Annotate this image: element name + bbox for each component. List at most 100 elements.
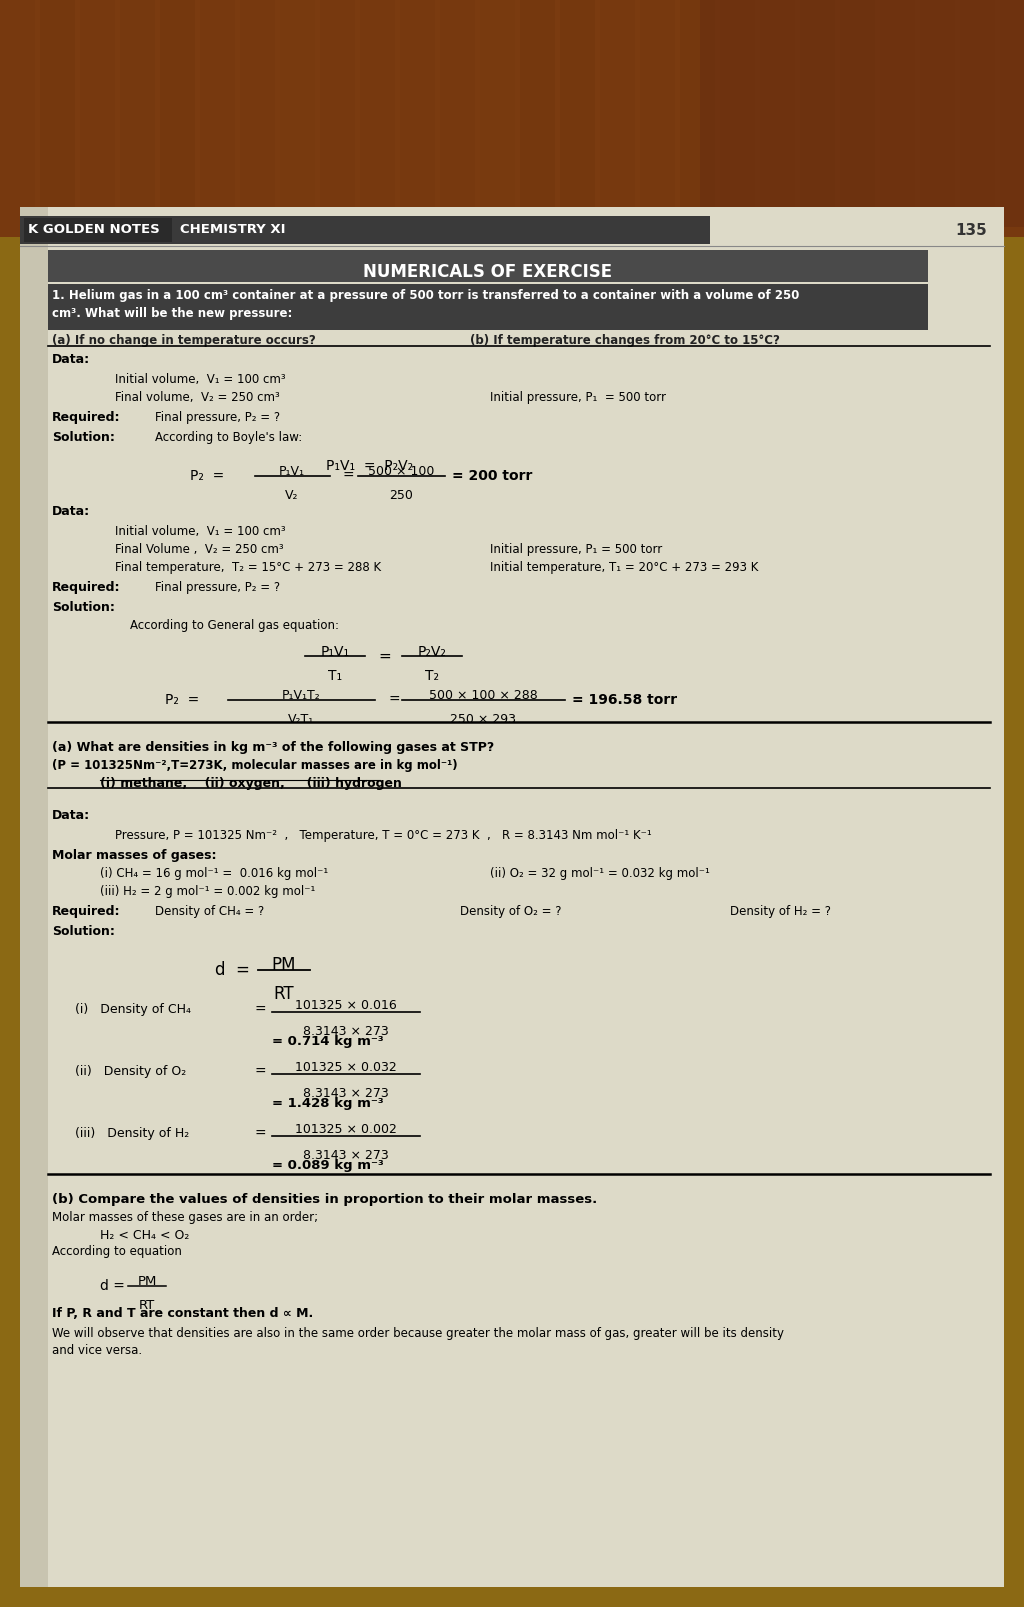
Text: Initial volume,  V₁ = 100 cm³: Initial volume, V₁ = 100 cm³	[115, 524, 286, 538]
Text: d  =: d =	[215, 961, 250, 979]
Text: Initial temperature, T₁ = 20°C + 273 = 293 K: Initial temperature, T₁ = 20°C + 273 = 2…	[490, 561, 759, 574]
Bar	[800, 0, 835, 238]
Text: (P = 101325Nm⁻²,T=273K, molecular masses are in kg mol⁻¹): (P = 101325Nm⁻²,T=273K, molecular masses…	[52, 759, 458, 771]
Text: 250 × 293: 250 × 293	[450, 712, 516, 725]
Text: =: =	[255, 1064, 266, 1078]
Text: P₂  =: P₂ =	[190, 469, 224, 482]
Bar	[48, 251, 928, 283]
Bar	[360, 0, 395, 238]
Bar	[600, 0, 635, 238]
Bar	[20, 217, 710, 244]
Text: = 0.089 kg m⁻³: = 0.089 kg m⁻³	[272, 1159, 384, 1172]
Text: 500 × 100: 500 × 100	[368, 464, 434, 477]
Bar	[20, 207, 48, 1588]
Text: Final volume,  V₂ = 250 cm³: Final volume, V₂ = 250 cm³	[115, 391, 280, 403]
Bar	[680, 0, 715, 238]
Bar	[48, 284, 928, 331]
Bar	[560, 0, 595, 238]
Text: Final pressure, P₂ = ?: Final pressure, P₂ = ?	[155, 411, 281, 424]
Text: P₁V₁: P₁V₁	[321, 644, 349, 659]
Text: Initial volume,  V₁ = 100 cm³: Initial volume, V₁ = 100 cm³	[115, 373, 286, 386]
Bar	[200, 0, 234, 238]
Bar	[24, 219, 172, 243]
Bar	[40, 0, 75, 238]
Text: RT: RT	[273, 985, 294, 1003]
Text: = 1.428 kg m⁻³: = 1.428 kg m⁻³	[272, 1096, 384, 1109]
Text: and vice versa.: and vice versa.	[52, 1343, 142, 1356]
Text: 8.3143 × 273: 8.3143 × 273	[303, 1086, 389, 1099]
Bar	[440, 0, 475, 238]
Text: (iii) H₂ = 2 g mol⁻¹ = 0.002 kg mol⁻¹: (iii) H₂ = 2 g mol⁻¹ = 0.002 kg mol⁻¹	[100, 884, 315, 897]
Text: P₁V₁T₂: P₁V₁T₂	[282, 688, 321, 702]
Text: Required:: Required:	[52, 411, 121, 424]
Text: P₂  =: P₂ =	[165, 693, 200, 707]
Text: 8.3143 × 273: 8.3143 × 273	[303, 1149, 389, 1162]
Text: PM: PM	[271, 956, 296, 974]
Text: V₂: V₂	[286, 489, 299, 501]
Text: 101325 × 0.016: 101325 × 0.016	[295, 998, 397, 1011]
Bar	[1000, 0, 1024, 238]
Bar	[0, 0, 1024, 238]
Text: According to equation: According to equation	[52, 1244, 182, 1257]
Bar	[120, 0, 155, 238]
Text: P₁V₁: P₁V₁	[279, 464, 305, 477]
Text: (b) If temperature changes from 20°C to 15°C?: (b) If temperature changes from 20°C to …	[470, 334, 780, 347]
Text: Data:: Data:	[52, 354, 90, 366]
Bar	[880, 0, 915, 238]
Text: Molar masses of these gases are in an order;: Molar masses of these gases are in an or…	[52, 1210, 318, 1223]
Text: Density of O₂ = ?: Density of O₂ = ?	[460, 905, 561, 918]
Text: = 200 torr: = 200 torr	[452, 469, 532, 482]
Bar	[720, 0, 755, 238]
Text: 101325 × 0.002: 101325 × 0.002	[295, 1122, 397, 1135]
Text: = 196.58 torr: = 196.58 torr	[572, 693, 677, 707]
Text: 500 × 100 × 288: 500 × 100 × 288	[429, 688, 538, 702]
Text: V₂T₁: V₂T₁	[288, 712, 314, 725]
Text: K GOLDEN NOTES: K GOLDEN NOTES	[28, 223, 160, 236]
Text: T₁: T₁	[328, 669, 342, 683]
Text: NUMERICALS OF EXERCISE: NUMERICALS OF EXERCISE	[364, 264, 612, 281]
Bar	[319, 0, 355, 238]
Text: RT: RT	[139, 1298, 155, 1311]
Bar	[520, 0, 555, 238]
Text: T₂: T₂	[425, 669, 439, 683]
Text: (i) methane,    (ii) oxygen,     (iii) hydrogen: (i) methane, (ii) oxygen, (iii) hydrogen	[100, 776, 401, 789]
Text: d =: d =	[100, 1278, 125, 1292]
Bar	[80, 0, 115, 238]
Text: 135: 135	[955, 223, 987, 238]
Bar	[160, 0, 195, 238]
Text: PM: PM	[137, 1274, 157, 1287]
Bar	[640, 0, 675, 238]
Text: (b) Compare the values of densities in proportion to their molar masses.: (b) Compare the values of densities in p…	[52, 1192, 597, 1205]
Text: =: =	[342, 469, 353, 482]
Bar	[920, 0, 955, 238]
Text: Density of CH₄ = ?: Density of CH₄ = ?	[155, 905, 264, 918]
Text: If P, R and T are constant then d ∝ M.: If P, R and T are constant then d ∝ M.	[52, 1306, 313, 1319]
Text: =: =	[388, 693, 399, 707]
Bar	[0, 0, 35, 238]
Text: Solution:: Solution:	[52, 601, 115, 614]
Text: Solution:: Solution:	[52, 431, 115, 444]
Text: Density of H₂ = ?: Density of H₂ = ?	[730, 905, 831, 918]
Text: =: =	[255, 1003, 266, 1016]
Text: = 0.714 kg m⁻³: = 0.714 kg m⁻³	[272, 1035, 384, 1048]
Text: According to Boyle's law:: According to Boyle's law:	[155, 431, 302, 444]
Bar	[280, 0, 315, 238]
Text: We will observe that densities are also in the same order because greater the mo: We will observe that densities are also …	[52, 1326, 784, 1339]
Bar	[961, 0, 995, 238]
Text: (i)   Density of CH₄: (i) Density of CH₄	[75, 1003, 191, 1016]
Text: 101325 × 0.032: 101325 × 0.032	[295, 1061, 397, 1073]
Text: (i) CH₄ = 16 g mol⁻¹ =  0.016 kg mol⁻¹: (i) CH₄ = 16 g mol⁻¹ = 0.016 kg mol⁻¹	[100, 866, 329, 879]
Text: 8.3143 × 273: 8.3143 × 273	[303, 1024, 389, 1038]
Text: Required:: Required:	[52, 905, 121, 918]
Text: P₁V₁  =  P₂V₂: P₁V₁ = P₂V₂	[327, 458, 414, 472]
Bar	[240, 0, 275, 238]
Bar	[700, 0, 1024, 228]
Text: 250: 250	[389, 489, 413, 501]
Bar	[480, 0, 515, 238]
Bar	[400, 0, 435, 238]
Text: Pressure, P = 101325 Nm⁻²  ,   Temperature, T = 0°C = 273 K  ,   R = 8.3143 Nm m: Pressure, P = 101325 Nm⁻² , Temperature,…	[115, 829, 651, 842]
Text: =: =	[255, 1127, 266, 1141]
Text: P₂V₂: P₂V₂	[418, 644, 446, 659]
Text: Data:: Data:	[52, 808, 90, 821]
Text: According to General gas equation:: According to General gas equation:	[130, 619, 339, 632]
